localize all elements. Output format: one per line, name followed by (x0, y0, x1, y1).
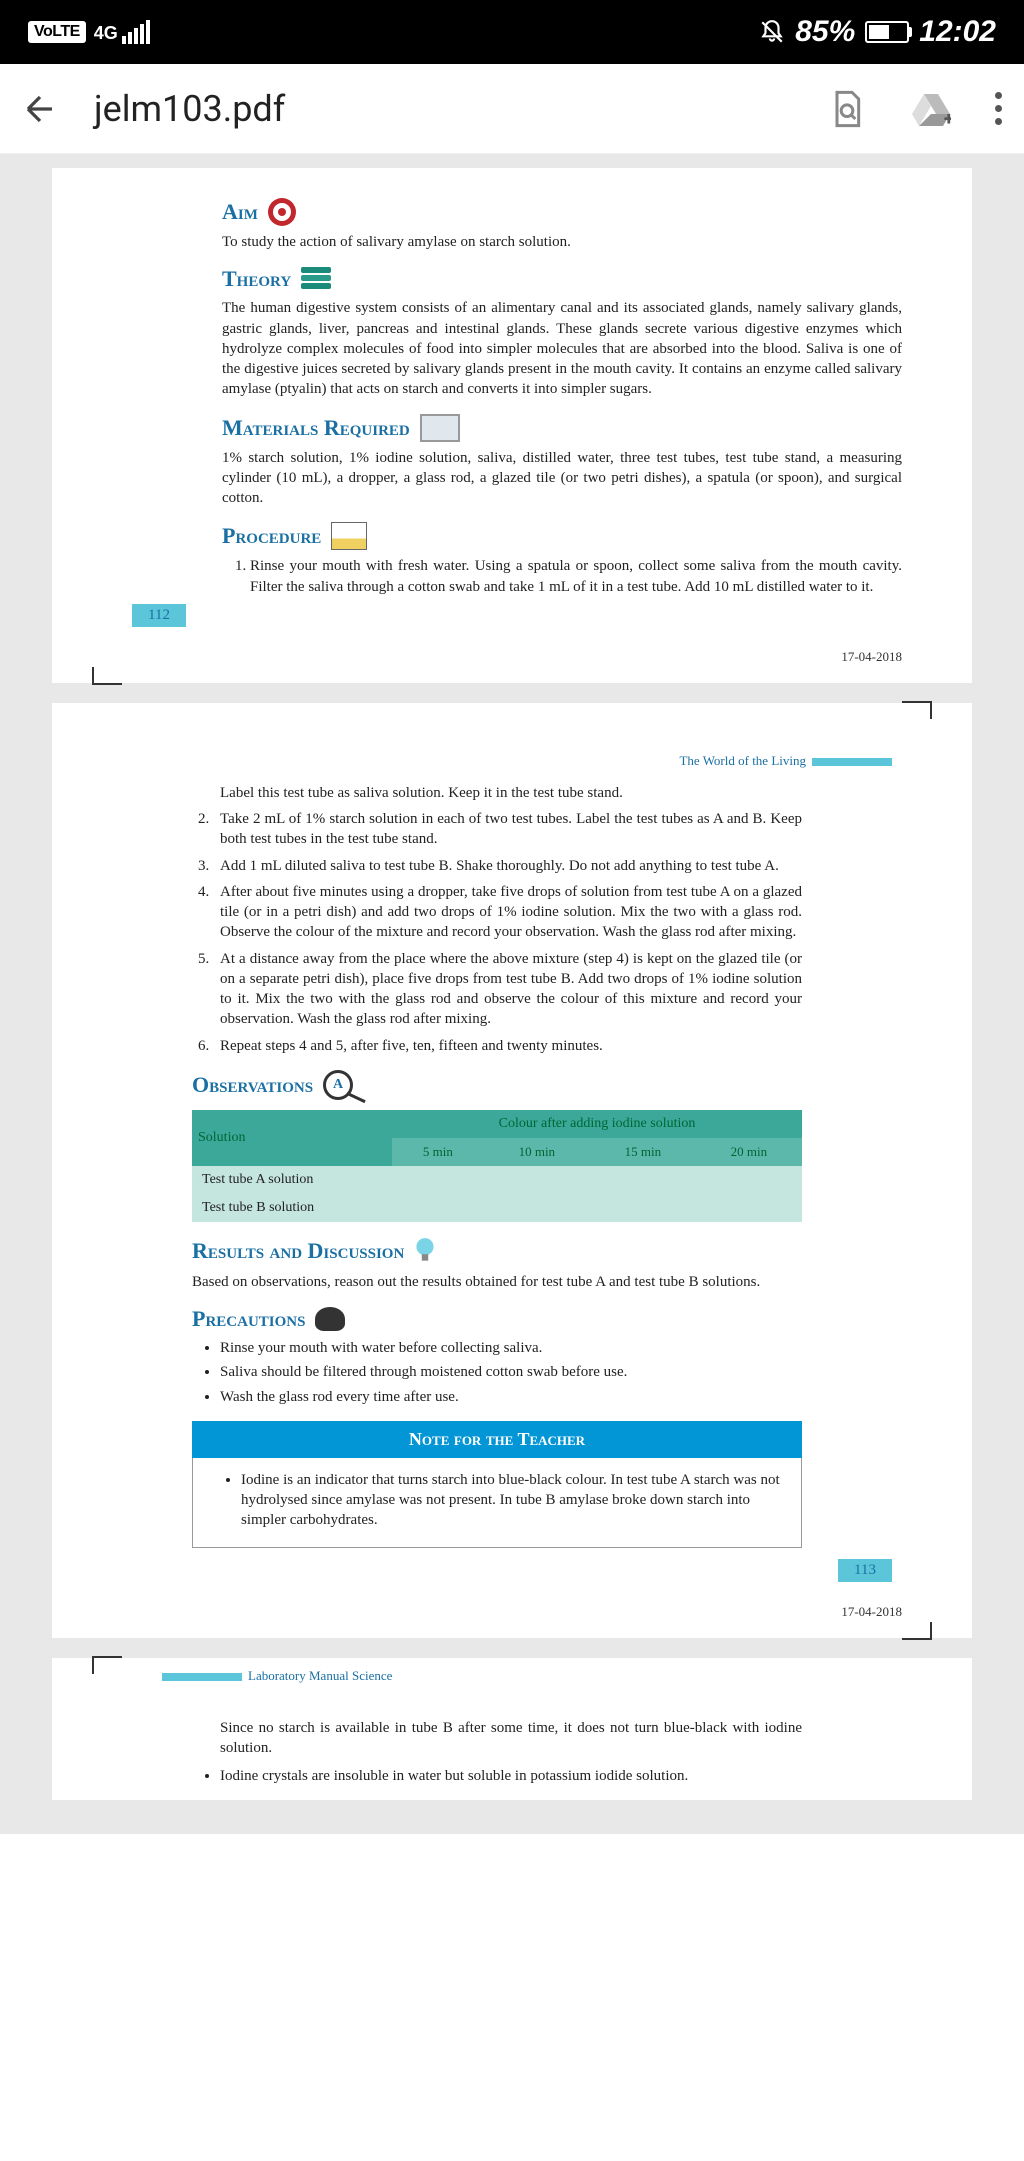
precaution-2: Saliva should be filtered through moiste… (220, 1362, 802, 1382)
observations-heading-text: Observations (192, 1072, 313, 1098)
page-date: 17-04-2018 (841, 649, 902, 665)
procedure-heading: Procedure (222, 522, 902, 550)
pdf-page-113: The World of the Living Label this test … (52, 703, 972, 1638)
col-15min: 15 min (590, 1138, 696, 1166)
precaution-1: Rinse your mouth with water before colle… (220, 1338, 802, 1358)
procedure-list: Rinse your mouth with fresh water. Using… (222, 556, 902, 597)
procedure-step-4: After about five minutes using a dropper… (220, 882, 802, 943)
theory-heading-text: Theory (222, 266, 291, 292)
col-10min: 10 min (484, 1138, 590, 1166)
materials-body: 1% starch solution, 1% iodine solution, … (222, 448, 902, 509)
volte-badge: VoLTE (28, 21, 86, 43)
crop-mark (902, 1622, 932, 1640)
pdf-page-114: Laboratory Manual Science Since no starc… (52, 1658, 972, 1801)
row-a-label: Test tube A solution (192, 1166, 392, 1194)
status-bar: VoLTE 4G 85% 12:02 (0, 0, 1024, 64)
drive-add-icon[interactable]: + (911, 91, 951, 127)
target-icon (268, 198, 296, 226)
table-row-a: Test tube A solution (192, 1166, 802, 1194)
materials-heading: Materials Required (222, 414, 902, 442)
teacher-note: Note for the Teacher Iodine is an indica… (192, 1421, 802, 1548)
battery-percent: 85% (795, 15, 855, 49)
col-solution: Solution (192, 1110, 392, 1166)
col-colour-span: Colour after adding iodine solution (392, 1110, 802, 1138)
document-title: jelm103.pdf (94, 88, 791, 130)
search-in-doc-icon[interactable] (827, 89, 867, 129)
col-20min: 20 min (696, 1138, 802, 1166)
note-cont-list: Iodine crystals are insoluble in water b… (192, 1766, 802, 1786)
teacher-note-1: Iodine is an indicator that turns starch… (241, 1470, 781, 1531)
books-icon (301, 267, 331, 291)
precautions-heading: Precautions (192, 1306, 802, 1332)
precautions-list: Rinse your mouth with water before colle… (192, 1338, 802, 1407)
app-bar-actions: + (827, 89, 1002, 129)
observations-heading: Observations A (192, 1070, 802, 1100)
pdf-viewer[interactable]: Aim To study the action of salivary amyl… (0, 154, 1024, 1834)
status-left: VoLTE 4G (28, 20, 150, 44)
lab-manual-header: Laboratory Manual Science (162, 1668, 392, 1684)
svg-text:+: + (944, 109, 951, 127)
teacher-note-list: Iodine is an indicator that turns starch… (213, 1470, 781, 1531)
status-right: 85% 12:02 (759, 15, 996, 49)
chapter-header: The World of the Living (679, 753, 892, 769)
results-body: Based on observations, reason out the re… (192, 1272, 802, 1292)
crop-mark (92, 1656, 122, 1674)
page-date: 17-04-2018 (841, 1604, 902, 1620)
network-label: 4G (94, 23, 118, 44)
mute-icon (759, 19, 785, 45)
aim-heading-text: Aim (222, 199, 258, 225)
materials-heading-text: Materials Required (222, 415, 410, 441)
aim-body: To study the action of salivary amylase … (222, 232, 902, 252)
page-number-112: 112 (132, 604, 186, 627)
pdf-page-112: Aim To study the action of salivary amyl… (52, 168, 972, 683)
materials-icon (420, 414, 460, 442)
crop-mark (92, 667, 122, 685)
note-continuation: Since no starch is available in tube B a… (192, 1718, 802, 1759)
helmet-icon (315, 1307, 345, 1331)
more-menu-button[interactable] (995, 92, 1002, 125)
magnify-icon: A (323, 1070, 353, 1100)
procedure-step-1-cont: Label this test tube as saliva solution.… (220, 783, 802, 803)
theory-heading: Theory (222, 266, 902, 292)
row-b-label: Test tube B solution (192, 1194, 392, 1222)
procedure-heading-text: Procedure (222, 523, 321, 549)
signal-bars-icon (122, 20, 150, 44)
procedure-icon (331, 522, 367, 550)
precaution-3: Wash the glass rod every time after use. (220, 1387, 802, 1407)
aim-heading: Aim (222, 198, 902, 226)
clock: 12:02 (919, 15, 996, 49)
procedure-step-1: Rinse your mouth with fresh water. Using… (250, 556, 902, 597)
theory-body: The human digestive system consists of a… (222, 298, 902, 399)
page-number-113: 113 (838, 1559, 892, 1582)
network-indicator: 4G (94, 20, 150, 44)
note-cont-bullet: Iodine crystals are insoluble in water b… (220, 1766, 802, 1786)
procedure-step-6: Repeat steps 4 and 5, after five, ten, f… (220, 1036, 802, 1056)
procedure-step-2: Take 2 mL of 1% starch solution in each … (220, 809, 802, 850)
teacher-note-heading: Note for the Teacher (192, 1421, 802, 1458)
results-heading: Results and Discussion (192, 1236, 802, 1266)
observations-table: Solution Colour after adding iodine solu… (192, 1110, 802, 1222)
procedure-list-cont: Label this test tube as saliva solution.… (192, 783, 802, 1056)
col-5min: 5 min (392, 1138, 484, 1166)
battery-icon (865, 21, 909, 43)
procedure-step-3: Add 1 mL diluted saliva to test tube B. … (220, 856, 802, 876)
table-row-b: Test tube B solution (192, 1194, 802, 1222)
crop-mark (902, 701, 932, 719)
back-button[interactable] (22, 91, 58, 127)
results-heading-text: Results and Discussion (192, 1238, 404, 1264)
app-bar: jelm103.pdf + (0, 64, 1024, 154)
precautions-heading-text: Precautions (192, 1306, 305, 1332)
bulb-icon (414, 1236, 436, 1266)
procedure-step-5: At a distance away from the place where … (220, 949, 802, 1030)
